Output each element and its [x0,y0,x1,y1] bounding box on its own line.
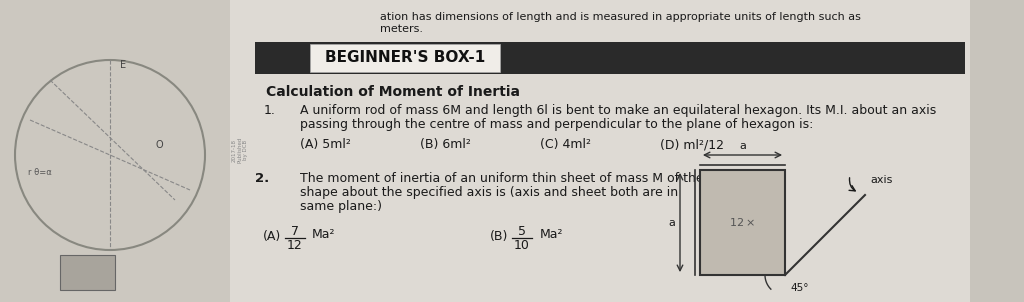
Bar [970,0,1024,302]
Text: (B): (B) [490,230,508,243]
Text: 12: 12 [287,239,303,252]
Text: Ma²: Ma² [540,228,563,241]
Text: 45°: 45° [790,283,809,293]
Bar [60,255,115,290]
Text: (A): (A) [263,230,282,243]
Text: (A) 5ml²: (A) 5ml² [300,138,351,151]
Text: (D) ml²/12: (D) ml²/12 [660,138,724,151]
Text: A uniform rod of mass 6M and length 6l is bent to make an equilateral hexagon. I: A uniform rod of mass 6M and length 6l i… [300,104,936,117]
Text: 10: 10 [514,239,530,252]
Text: shape about the specified axis is (axis and sheet both are in: shape about the specified axis is (axis … [300,186,678,199]
Text: 1.: 1. [264,104,275,117]
Text: O: O [155,140,163,150]
Text: Calculation of Moment of Inertia: Calculation of Moment of Inertia [266,85,520,99]
Text: a: a [668,217,675,227]
Text: 2.: 2. [255,172,269,185]
Text: r θ=α: r θ=α [28,168,52,177]
Text: (C) 4ml²: (C) 4ml² [540,138,591,151]
Text: Ma²: Ma² [312,228,336,241]
Bar [230,0,1024,302]
Bar [0,0,230,302]
Text: 2017-18
Published
by DCB: 2017-18 Published by DCB [231,137,248,163]
Text: $12\times$: $12\times$ [729,217,756,229]
Bar [700,170,785,275]
Text: 7: 7 [291,225,299,238]
Text: The moment of inertia of an uniform thin sheet of mass M of the given: The moment of inertia of an uniform thin… [300,172,742,185]
Text: passing through the centre of mass and perpendicular to the plane of hexagon is:: passing through the centre of mass and p… [300,118,813,131]
Text: BEGINNER'S BOX-1: BEGINNER'S BOX-1 [325,50,485,66]
Text: 5: 5 [518,225,526,238]
Text: axis: axis [870,175,892,185]
Bar [310,44,500,72]
Bar [255,42,965,74]
Text: ation has dimensions of length and is measured in appropriate units of length su: ation has dimensions of length and is me… [380,12,861,22]
Text: E: E [120,60,126,70]
Text: same plane:): same plane:) [300,200,382,213]
Text: a: a [739,141,745,151]
Text: meters.: meters. [380,24,423,34]
Text: (B) 6ml²: (B) 6ml² [420,138,471,151]
